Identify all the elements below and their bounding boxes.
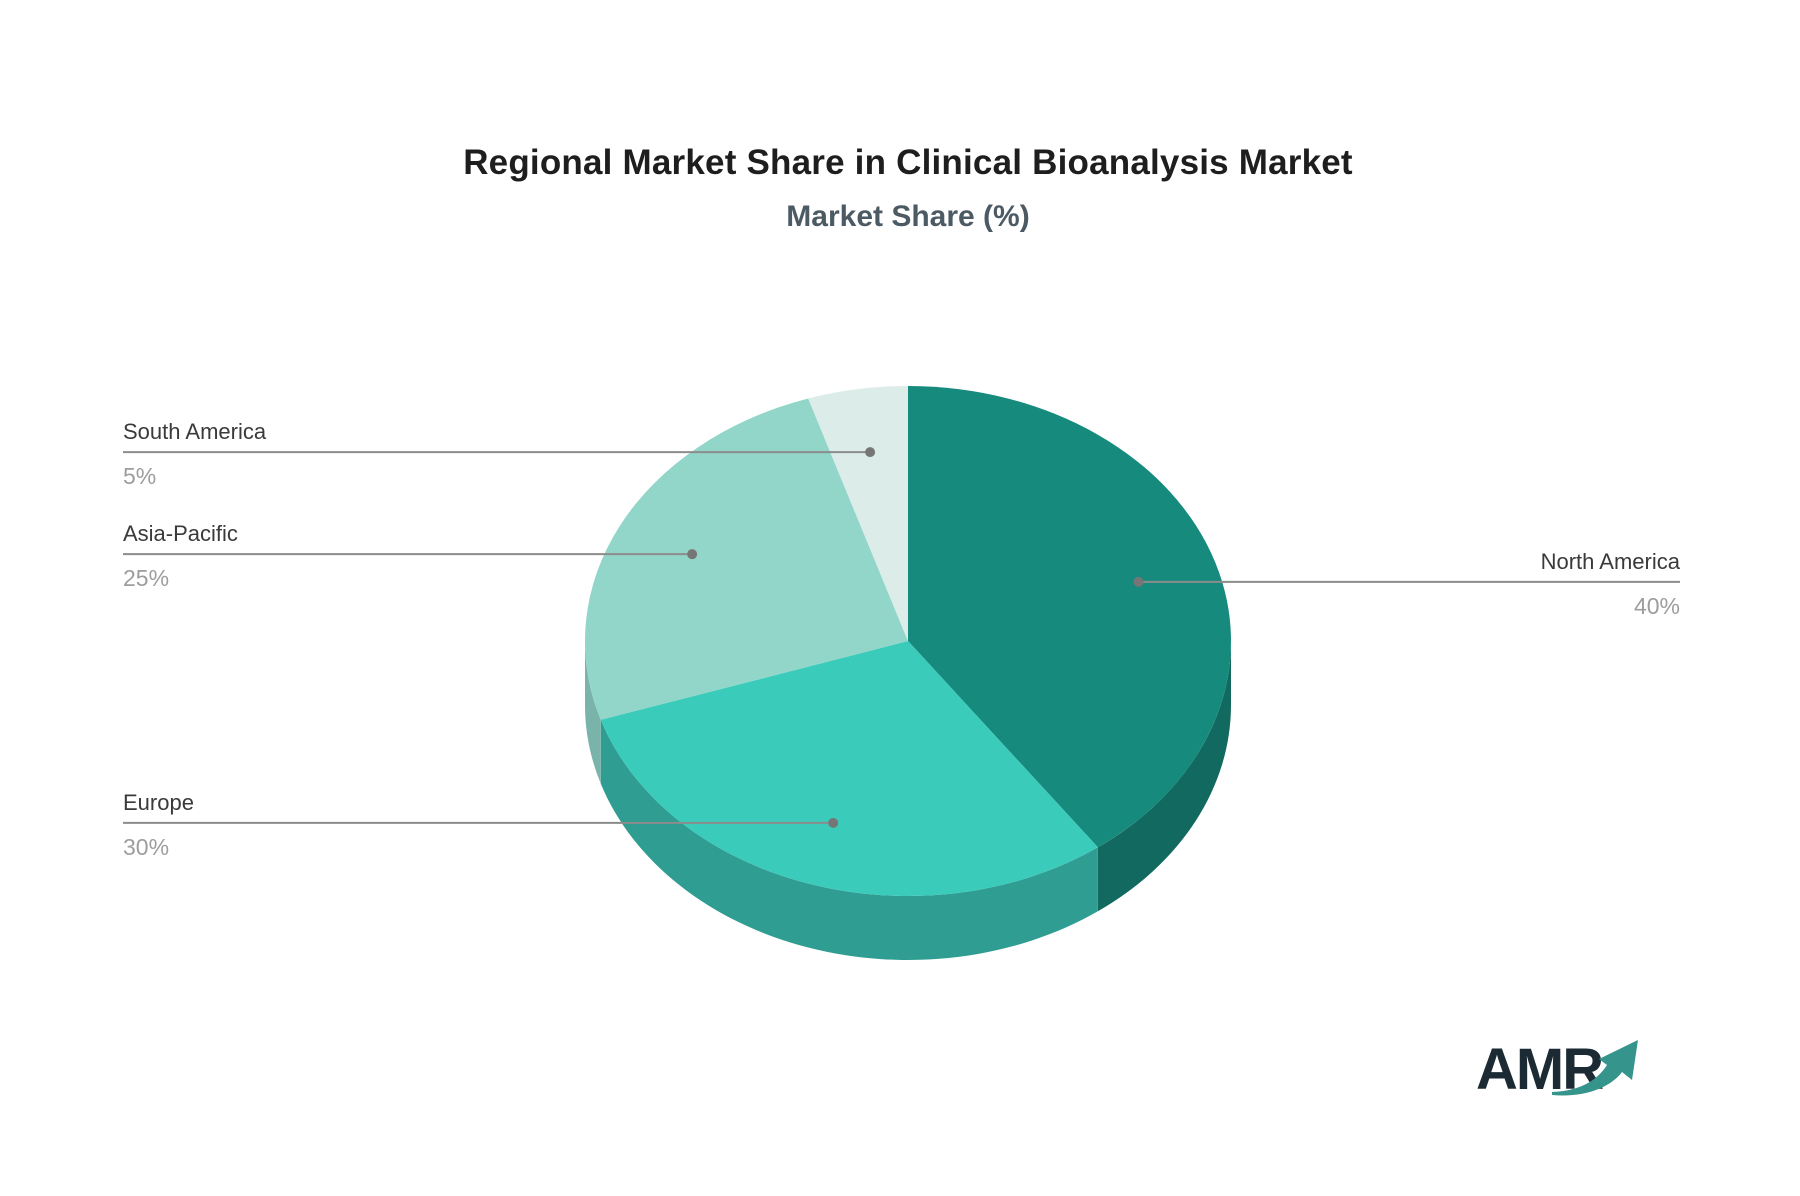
chart-subtitle: Market Share (%) [786,200,1030,233]
chart-title: Regional Market Share in Clinical Bioana… [463,143,1353,182]
slice-label-asia-pacific: Asia-Pacific [123,521,238,547]
slice-label-south-america: South America [123,419,267,445]
slice-pct-south-america: 5% [123,463,157,490]
growth-arrow-icon [1552,1040,1638,1096]
slice-pct-north-america: 40% [1633,592,1680,619]
slice-label-north-america: North America [1540,548,1680,574]
slice-pct-europe: 30% [123,833,170,860]
slice-label-europe: Europe [123,789,194,815]
slice-pct-asia-pacific: 25% [123,565,170,592]
